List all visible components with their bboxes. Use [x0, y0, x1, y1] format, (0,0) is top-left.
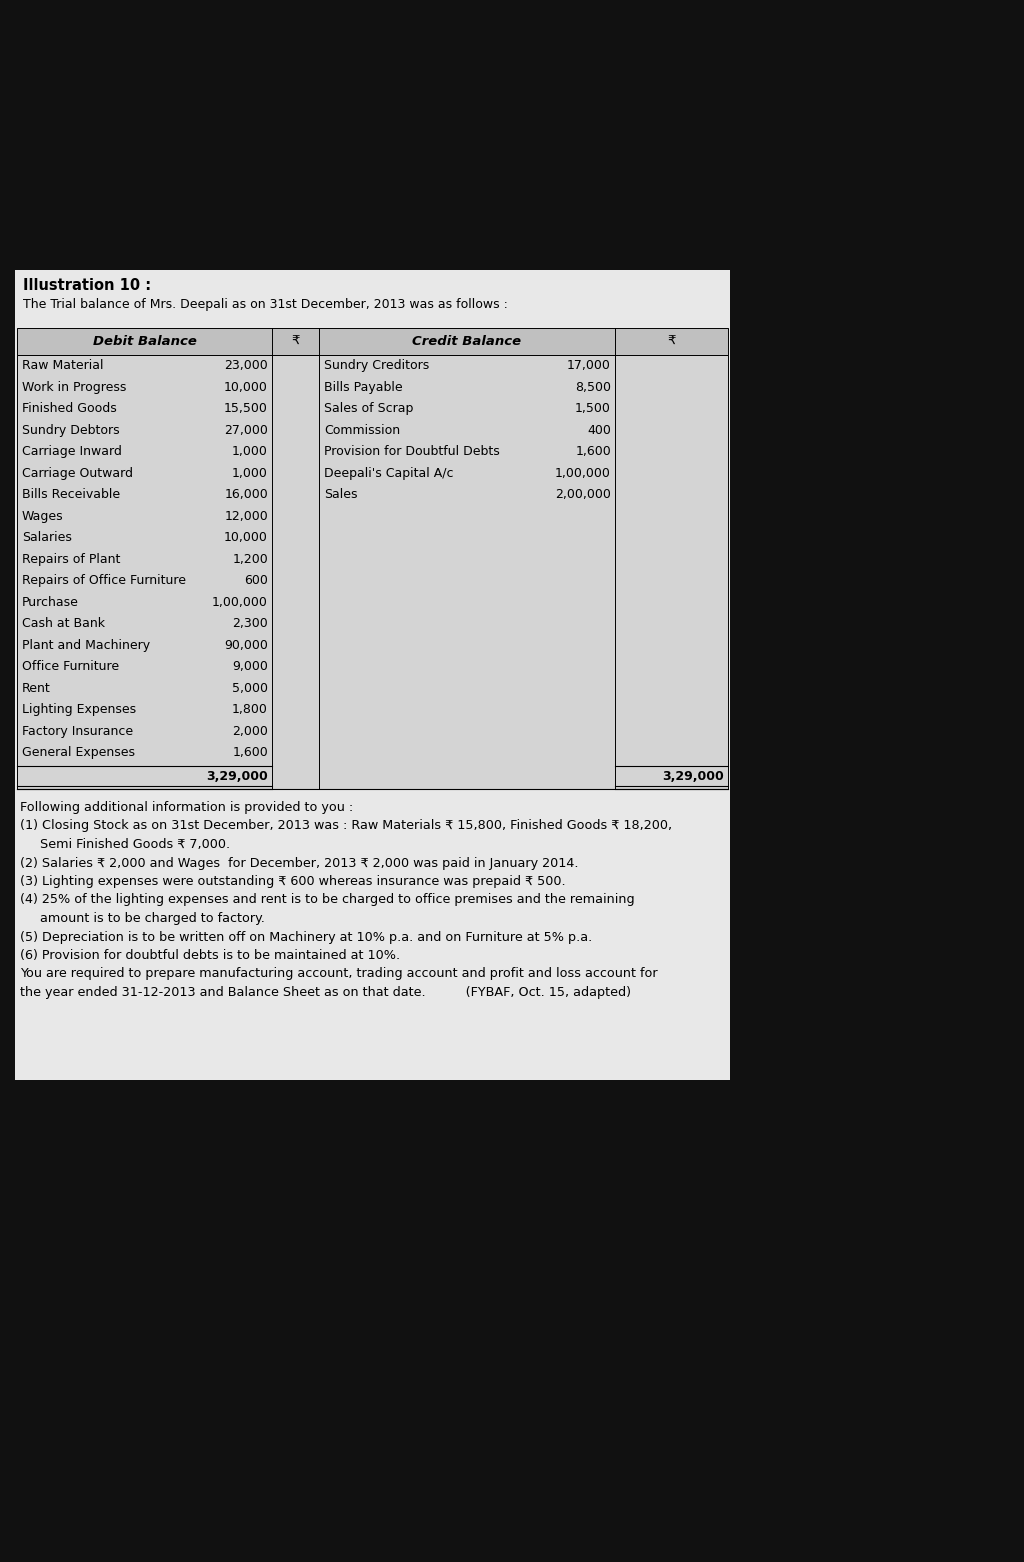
Text: Following additional information is provided to you :: Following additional information is prov…	[20, 801, 353, 814]
Text: 10,000: 10,000	[224, 381, 268, 394]
Text: Office Furniture: Office Furniture	[22, 661, 119, 673]
Text: Commission: Commission	[324, 423, 400, 437]
Text: 3,29,000: 3,29,000	[663, 770, 724, 783]
Text: 2,00,000: 2,00,000	[555, 489, 611, 501]
Text: 1,00,000: 1,00,000	[212, 595, 268, 609]
Text: 400: 400	[587, 423, 611, 437]
Text: (5) Depreciation is to be written off on Machinery at 10% p.a. and on Furniture : (5) Depreciation is to be written off on…	[20, 931, 592, 943]
Text: 90,000: 90,000	[224, 639, 268, 651]
Text: 1,600: 1,600	[232, 747, 268, 759]
Text: the year ended 31-12-2013 and Balance Sheet as on that date.          (FYBAF, Oc: the year ended 31-12-2013 and Balance Sh…	[20, 986, 631, 1000]
Text: Rent: Rent	[22, 681, 51, 695]
Text: 5,000: 5,000	[232, 681, 268, 695]
Text: General Expenses: General Expenses	[22, 747, 135, 759]
Text: Cash at Bank: Cash at Bank	[22, 617, 105, 629]
Text: 8,500: 8,500	[575, 381, 611, 394]
Text: 1,200: 1,200	[232, 553, 268, 565]
Text: Sundry Debtors: Sundry Debtors	[22, 423, 120, 437]
Text: Lighting Expenses: Lighting Expenses	[22, 703, 136, 717]
Text: Finished Goods: Finished Goods	[22, 403, 117, 415]
Text: Sales: Sales	[324, 489, 357, 501]
Text: Carriage Outward: Carriage Outward	[22, 467, 133, 480]
Text: Illustration 10 :: Illustration 10 :	[23, 278, 152, 294]
Text: (6) Provision for doubtful debts is to be maintained at 10%.: (6) Provision for doubtful debts is to b…	[20, 950, 400, 962]
Text: (1) Closing Stock as on 31st December, 2013 was : Raw Materials ₹ 15,800, Finish: (1) Closing Stock as on 31st December, 2…	[20, 820, 672, 833]
Text: (3) Lighting expenses were outstanding ₹ 600 whereas insurance was prepaid ₹ 500: (3) Lighting expenses were outstanding ₹…	[20, 875, 565, 889]
Text: 15,500: 15,500	[224, 403, 268, 415]
Text: Deepali's Capital A/c: Deepali's Capital A/c	[324, 467, 454, 480]
Text: 1,600: 1,600	[575, 445, 611, 458]
Text: 16,000: 16,000	[224, 489, 268, 501]
Text: 600: 600	[244, 575, 268, 587]
Text: (4) 25% of the lighting expenses and rent is to be charged to office premises an: (4) 25% of the lighting expenses and ren…	[20, 893, 635, 906]
Text: 12,000: 12,000	[224, 509, 268, 523]
Text: (2) Salaries ₹ 2,000 and Wages  for December, 2013 ₹ 2,000 was paid in January 2: (2) Salaries ₹ 2,000 and Wages for Decem…	[20, 856, 579, 870]
Bar	[15, 270, 730, 325]
Text: 17,000: 17,000	[567, 359, 611, 372]
Bar	[17, 355, 728, 789]
Text: 2,000: 2,000	[232, 725, 268, 737]
Text: The Trial balance of Mrs. Deepali as on 31st December, 2013 was as follows :: The Trial balance of Mrs. Deepali as on …	[23, 298, 508, 311]
Text: 3,29,000: 3,29,000	[206, 770, 268, 783]
Text: 10,000: 10,000	[224, 531, 268, 544]
Text: 1,000: 1,000	[232, 467, 268, 480]
Text: ₹: ₹	[291, 334, 300, 348]
Text: Bills Receivable: Bills Receivable	[22, 489, 120, 501]
Text: 1,00,000: 1,00,000	[555, 467, 611, 480]
Text: 27,000: 27,000	[224, 423, 268, 437]
Text: Semi Finished Goods ₹ 7,000.: Semi Finished Goods ₹ 7,000.	[20, 837, 230, 851]
Text: You are required to prepare manufacturing account, trading account and profit an: You are required to prepare manufacturin…	[20, 967, 657, 981]
Text: Repairs of Plant: Repairs of Plant	[22, 553, 121, 565]
Text: Debit Balance: Debit Balance	[92, 334, 197, 348]
Bar	[15, 270, 730, 1079]
Text: Bills Payable: Bills Payable	[324, 381, 402, 394]
Text: ₹: ₹	[668, 334, 676, 348]
Text: Salaries: Salaries	[22, 531, 72, 544]
Text: Raw Material: Raw Material	[22, 359, 103, 372]
Text: Wages: Wages	[22, 509, 63, 523]
Text: 1,000: 1,000	[232, 445, 268, 458]
Text: 23,000: 23,000	[224, 359, 268, 372]
Text: Provision for Doubtful Debts: Provision for Doubtful Debts	[324, 445, 500, 458]
Text: Repairs of Office Furniture: Repairs of Office Furniture	[22, 575, 186, 587]
Text: Credit Balance: Credit Balance	[413, 334, 521, 348]
Text: 9,000: 9,000	[232, 661, 268, 673]
Text: Sundry Creditors: Sundry Creditors	[324, 359, 429, 372]
Bar	[17, 328, 728, 355]
Text: Factory Insurance: Factory Insurance	[22, 725, 133, 737]
Text: Sales of Scrap: Sales of Scrap	[324, 403, 414, 415]
Text: Carriage Inward: Carriage Inward	[22, 445, 122, 458]
Text: 2,300: 2,300	[232, 617, 268, 629]
Text: Purchase: Purchase	[22, 595, 79, 609]
Text: 1,800: 1,800	[232, 703, 268, 717]
Text: 1,500: 1,500	[575, 403, 611, 415]
Text: Plant and Machinery: Plant and Machinery	[22, 639, 151, 651]
Text: Work in Progress: Work in Progress	[22, 381, 126, 394]
Text: amount is to be charged to factory.: amount is to be charged to factory.	[20, 912, 265, 925]
